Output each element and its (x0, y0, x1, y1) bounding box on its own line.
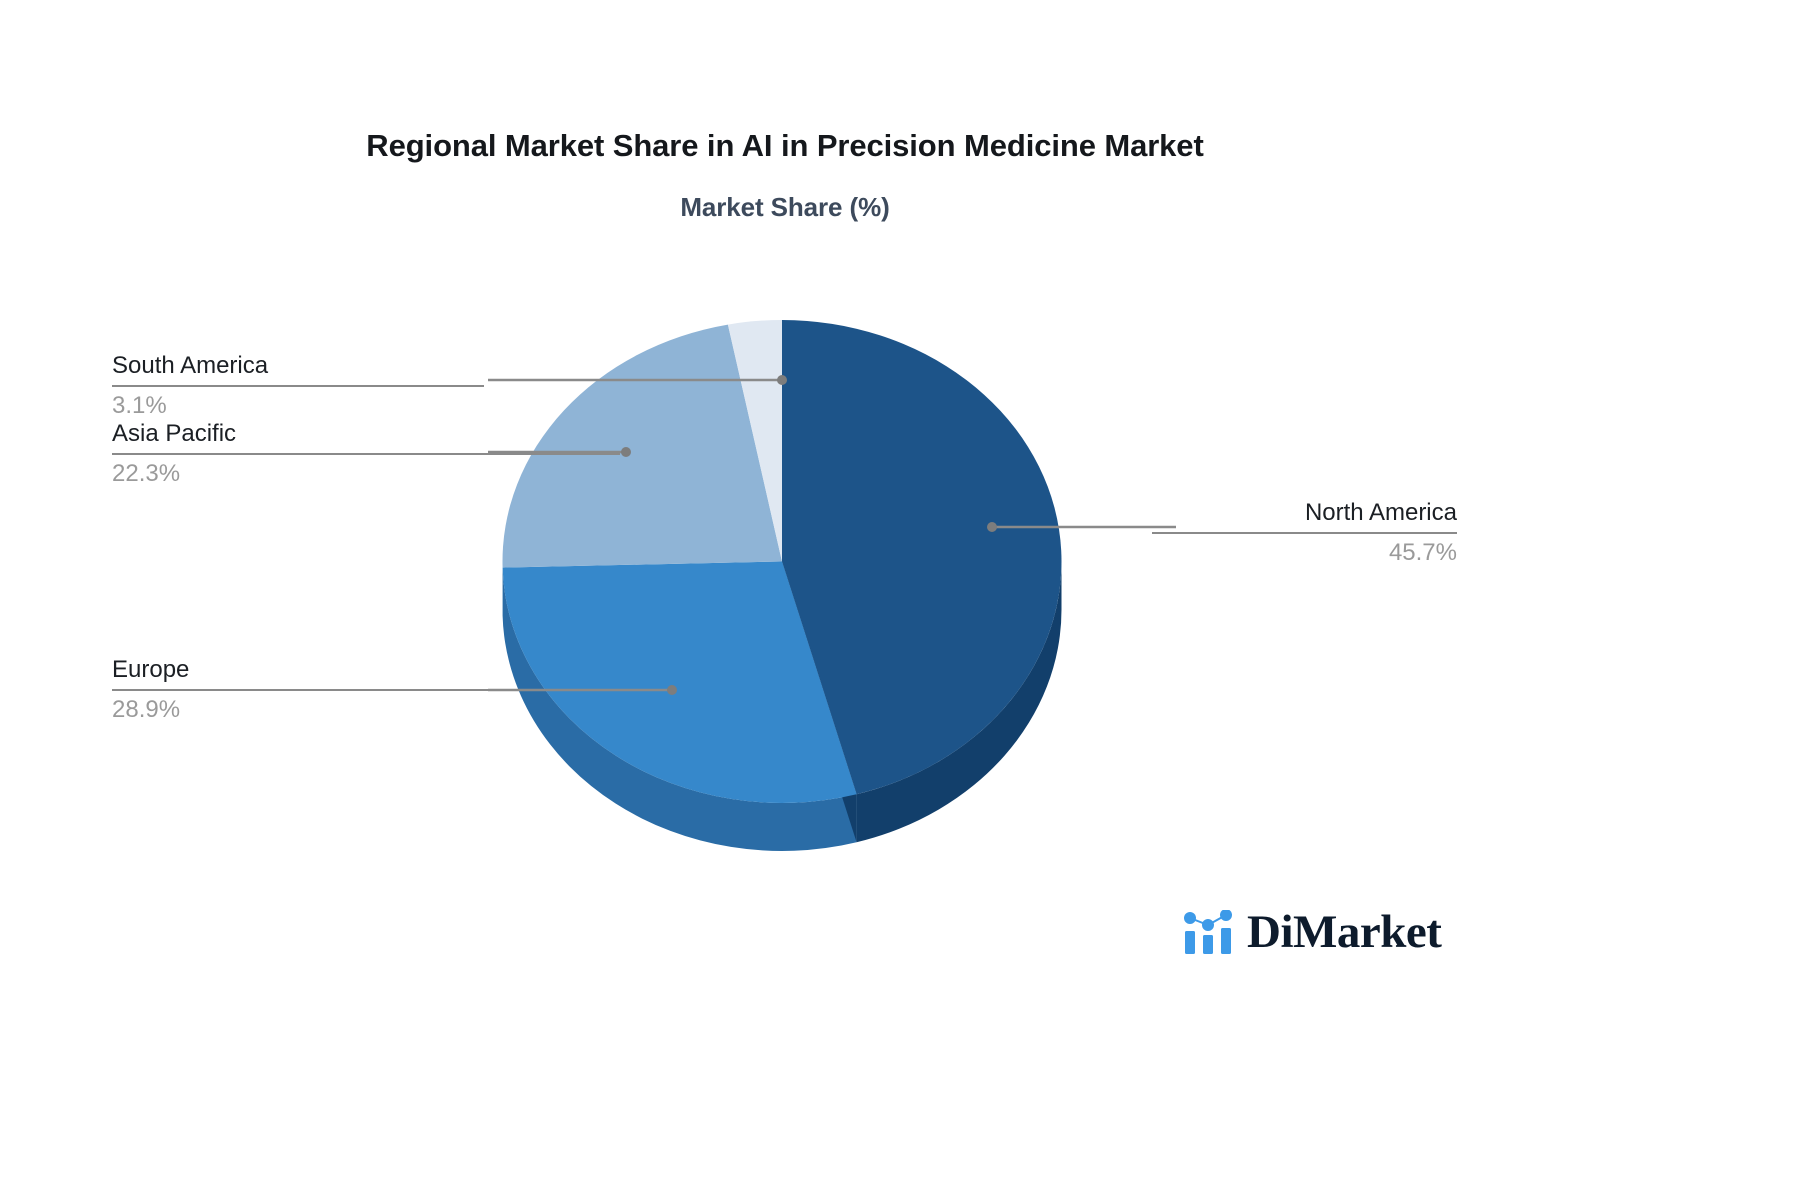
pie-sidewall-europe (502, 567, 857, 851)
callout-europe-label: Europe (112, 656, 190, 683)
pie-slice-asia-pacific (502, 324, 782, 568)
callout-south-america-value: 3.1% (112, 392, 167, 419)
pie-svg (488, 320, 1176, 851)
pie-chart (488, 320, 1176, 860)
callout-south-america: South America 3.1% (112, 350, 484, 423)
callout-north-america: North America 45.7% (1152, 497, 1457, 570)
pie-sidewall-north-america (856, 561, 1062, 843)
callout-europe: Europe 28.9% (112, 654, 667, 727)
pie-leader-dots (621, 375, 997, 695)
bar-chart-logo-icon (1184, 910, 1232, 954)
callout-asia-pacific-value: 22.3% (112, 460, 181, 487)
leader-dot-asia-pacific (621, 447, 631, 457)
pie-slices (502, 320, 1062, 803)
callout-asia-pacific: Asia Pacific 22.3% (112, 418, 620, 491)
leader-dot-north-america (987, 522, 997, 532)
callout-north-america-rule (1152, 532, 1457, 534)
callout-europe-rule (112, 689, 667, 691)
callout-asia-pacific-label: Asia Pacific (112, 420, 237, 447)
pie-slice-north-america (782, 320, 1062, 795)
callout-south-america-rule (112, 385, 484, 387)
callout-europe-value: 28.9% (112, 696, 181, 723)
brand-logo: DiMarket (1184, 900, 1442, 964)
chart-subtitle: Market Share (%) (680, 192, 890, 222)
callout-south-america-label: South America (112, 352, 269, 379)
callout-north-america-value: 45.7% (1388, 539, 1457, 566)
callout-north-america-label: North America (1304, 499, 1457, 526)
leader-dot-south-america (777, 375, 787, 385)
page-title: Regional Market Share in AI in Precision… (366, 128, 1204, 163)
brand-name: DiMarket (1247, 905, 1442, 958)
leader-dot-europe (667, 685, 677, 695)
pie-slice-europe (502, 561, 857, 803)
callout-asia-pacific-rule (112, 453, 620, 455)
